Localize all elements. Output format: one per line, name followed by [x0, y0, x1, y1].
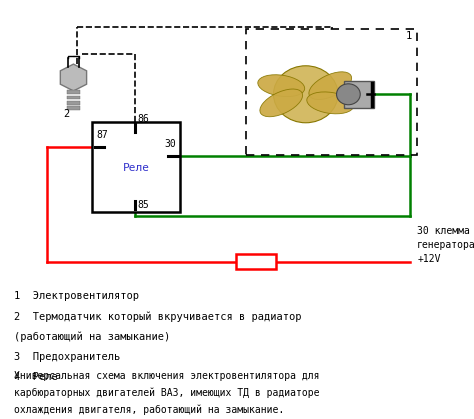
- Ellipse shape: [307, 92, 354, 114]
- Text: 30 клемма
генератора
+12V: 30 клемма генератора +12V: [417, 226, 474, 264]
- Text: 3  Предохранитель: 3 Предохранитель: [14, 352, 120, 362]
- Ellipse shape: [260, 89, 302, 117]
- Text: 1: 1: [406, 31, 412, 41]
- Text: охлаждения двигателя, работающий на замыкание.: охлаждения двигателя, работающий на замы…: [14, 404, 284, 415]
- Text: 1  Электровентилятор: 1 Электровентилятор: [14, 291, 139, 301]
- Text: 4  Реле: 4 Реле: [14, 372, 58, 382]
- Bar: [67, 106, 80, 110]
- Text: (работающий на замыкание): (работающий на замыкание): [14, 331, 171, 342]
- Bar: [344, 80, 374, 108]
- Text: 2  Термодатчик который вкручивается в радиатор: 2 Термодатчик который вкручивается в рад…: [14, 311, 302, 322]
- Bar: [246, 29, 417, 155]
- Text: Универсальная схема включения электровентилятора для: Универсальная схема включения электровен…: [14, 371, 320, 381]
- Text: карбюраторных двигателей ВАЗ, имеющих ТД в радиаторе: карбюраторных двигателей ВАЗ, имеющих ТД…: [14, 388, 320, 398]
- Text: Реле: Реле: [123, 163, 150, 173]
- Bar: [67, 96, 80, 99]
- Bar: [92, 122, 180, 212]
- Bar: [67, 101, 80, 105]
- Circle shape: [337, 84, 360, 105]
- Bar: [67, 90, 80, 94]
- Text: 30: 30: [164, 140, 176, 150]
- Ellipse shape: [309, 72, 352, 100]
- Circle shape: [273, 66, 338, 123]
- Text: 87: 87: [96, 130, 108, 140]
- Ellipse shape: [258, 75, 305, 97]
- Bar: [236, 254, 276, 269]
- Text: 86: 86: [137, 114, 149, 124]
- Text: 85: 85: [137, 200, 149, 210]
- Text: 2: 2: [63, 109, 69, 119]
